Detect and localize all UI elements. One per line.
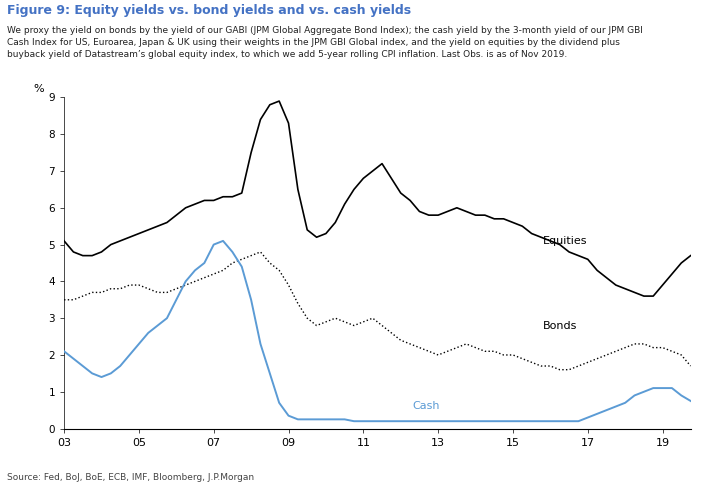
Text: Bonds: Bonds bbox=[543, 320, 577, 331]
Y-axis label: %: % bbox=[33, 84, 44, 94]
Text: Equities: Equities bbox=[543, 236, 587, 246]
Text: We proxy the yield on bonds by the yield of our GABI (JPM Global Aggregate Bond : We proxy the yield on bonds by the yield… bbox=[7, 26, 643, 59]
Text: Cash: Cash bbox=[412, 401, 439, 412]
Text: Figure 9: Equity yields vs. bond yields and vs. cash yields: Figure 9: Equity yields vs. bond yields … bbox=[7, 4, 412, 18]
Text: Source: Fed, BoJ, BoE, ECB, IMF, Bloomberg, J.P.Morgan: Source: Fed, BoJ, BoE, ECB, IMF, Bloombe… bbox=[7, 473, 254, 482]
